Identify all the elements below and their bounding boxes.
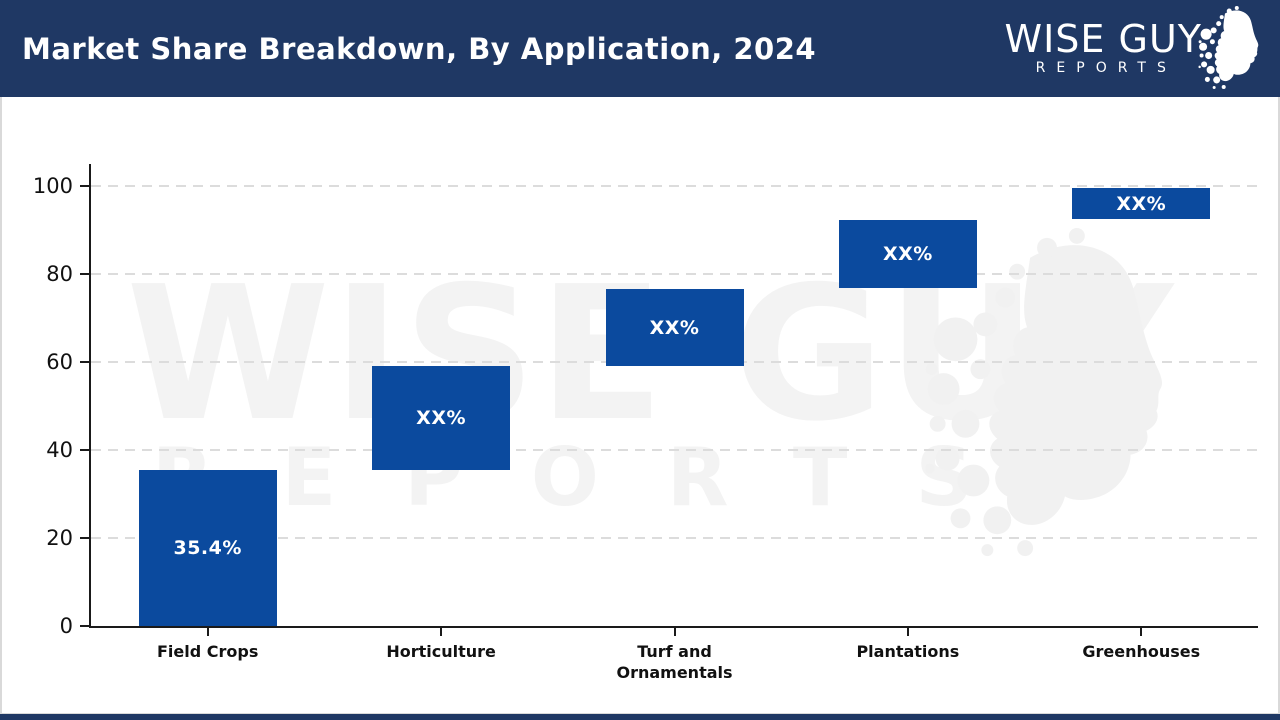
bar-segment: XX% — [372, 366, 511, 471]
logo-subtitle: REPORTS — [1035, 60, 1177, 77]
y-tick-mark — [80, 361, 89, 363]
x-tick-mark — [673, 628, 676, 636]
y-gridline — [91, 273, 1258, 275]
y-gridline — [91, 449, 1258, 451]
logo-text: WISE GUY REPORTS — [1004, 16, 1202, 77]
logo-head-icon — [1190, 4, 1270, 92]
header-bar: Market Share Breakdown, By Application, … — [0, 0, 1280, 97]
y-tick-mark — [80, 625, 89, 627]
category-label: Plantations — [856, 642, 960, 661]
plot-area: 0 20 40 60 80 100 35.4% Field Crops XX% Horticult… — [33, 164, 1258, 682]
bar-segment: 35.4% — [138, 470, 277, 626]
footer-bar — [0, 714, 1280, 720]
bar-value-label: 35.4% — [173, 537, 242, 560]
y-tick-label: 60 — [46, 349, 73, 374]
bar-value-label: XX% — [649, 316, 700, 339]
category-label: Greenhouses — [1082, 642, 1201, 661]
bar-segment: XX% — [838, 219, 977, 288]
y-tick-mark — [80, 185, 89, 187]
logo-wordmark: WISE GUY — [1004, 16, 1202, 61]
bar-value-label: XX% — [1116, 192, 1167, 215]
wise-guy-logo: WISE GUY REPORTS — [1005, 4, 1270, 92]
x-tick-mark — [206, 628, 209, 636]
x-tick-mark — [1140, 628, 1143, 636]
y-tick-label: 20 — [46, 525, 73, 550]
y-tick-mark — [80, 449, 89, 451]
category-label: Horticulture — [386, 642, 496, 661]
y-gridline — [91, 537, 1258, 539]
bar-value-label: XX% — [882, 242, 933, 265]
y-tick-label: 100 — [32, 173, 73, 198]
y-gridline — [91, 185, 1258, 187]
bar-segment: XX% — [1072, 188, 1211, 219]
bar-segment: XX% — [605, 289, 744, 367]
y-tick-label: 0 — [59, 613, 73, 638]
bar-value-label: XX% — [416, 407, 467, 430]
y-tick-mark — [80, 273, 89, 275]
category-label: Turf and Ornamentals — [616, 642, 733, 683]
chart-title: Market Share Breakdown, By Application, … — [22, 31, 817, 66]
category-label: Field Crops — [157, 642, 259, 661]
y-tick-label: 80 — [46, 261, 73, 286]
x-tick-mark — [440, 628, 443, 636]
y-tick-label: 40 — [46, 437, 73, 462]
x-tick-mark — [906, 628, 909, 636]
y-tick-mark — [80, 537, 89, 539]
